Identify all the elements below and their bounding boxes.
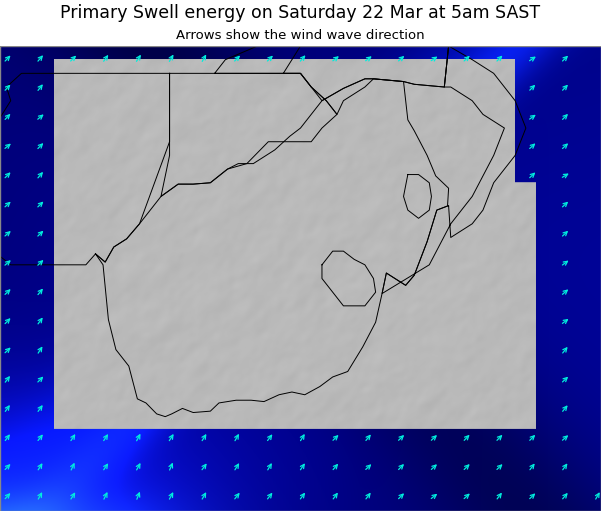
Text: Primary Swell energy on Saturday 22 Mar at 5am SAST: Primary Swell energy on Saturday 22 Mar … bbox=[61, 4, 540, 22]
Text: Arrows show the wind wave direction: Arrows show the wind wave direction bbox=[176, 29, 425, 42]
